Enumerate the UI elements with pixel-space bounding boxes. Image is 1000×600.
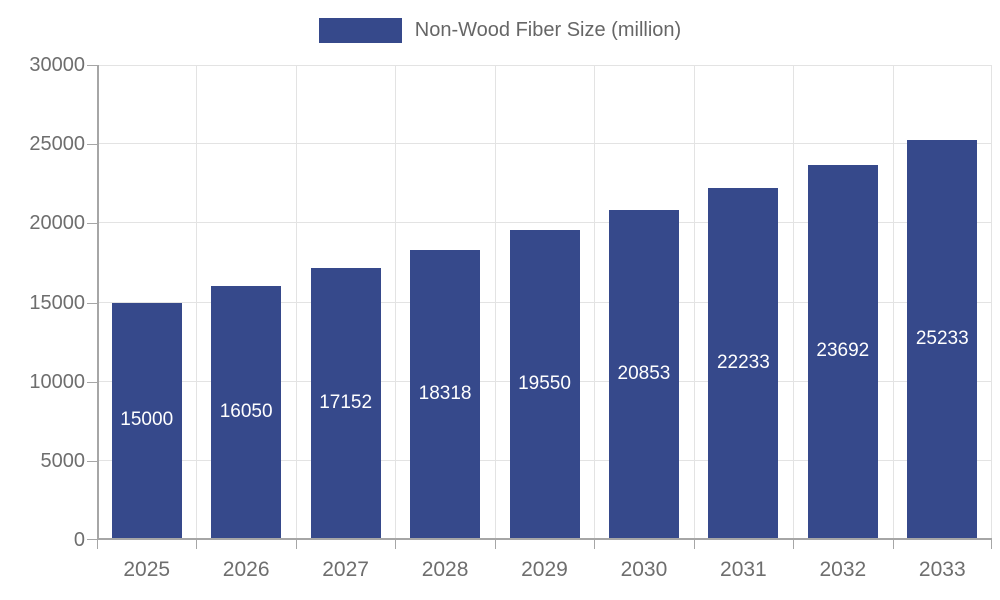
bar: 25233 <box>907 140 978 538</box>
x-axis-tick <box>395 540 397 549</box>
vertical-gridline <box>991 65 992 540</box>
x-axis-tick-label: 2026 <box>222 558 270 581</box>
y-axis-tick <box>87 65 97 66</box>
x-axis-tick-label: 2031 <box>720 558 767 581</box>
legend-swatch <box>318 17 402 43</box>
x-axis-tick <box>892 540 894 549</box>
legend: Non-Wood Fiber Size (million) <box>0 17 1000 43</box>
bar: 15000 <box>111 302 182 538</box>
x-axis-tick <box>494 540 496 549</box>
vertical-gridline <box>196 65 198 540</box>
vertical-gridline <box>295 65 297 540</box>
bar: 20853 <box>608 209 679 538</box>
vertical-gridline <box>693 65 695 540</box>
x-axis-tick <box>295 540 297 549</box>
plot-area: 0 5000 10000 15000 20000 25000 30000 2025 15000 2… <box>29 54 992 581</box>
y-axis-tick-label: 25000 <box>29 133 85 156</box>
vertical-gridline <box>594 65 596 540</box>
bar-value-label: 15000 <box>120 409 174 431</box>
legend-label: Non-Wood Fiber Size (million) <box>414 19 682 41</box>
vertical-gridline <box>793 65 795 540</box>
horizontal-gridline <box>97 143 992 145</box>
bar-value-label: 22233 <box>716 351 770 373</box>
x-axis-tick <box>196 540 198 549</box>
y-axis-tick <box>87 144 97 146</box>
x-axis-tick-label: 2025 <box>123 558 171 581</box>
bar-value-label: 25233 <box>915 328 969 350</box>
y-axis-tick <box>87 223 97 225</box>
y-axis-tick <box>87 302 97 304</box>
horizontal-gridline <box>97 222 992 224</box>
bar-value-label: 17152 <box>319 392 373 414</box>
x-axis-tick <box>991 540 992 549</box>
x-axis-tick-label: 2029 <box>521 558 568 581</box>
bar-value-label: 18318 <box>418 382 472 404</box>
x-axis-tick-label: 2033 <box>918 558 966 581</box>
y-axis-tick-label: 15000 <box>29 291 85 314</box>
horizontal-gridline <box>97 65 992 66</box>
y-axis-tick-label: 20000 <box>29 212 85 235</box>
x-axis-tick-label: 2030 <box>620 558 668 581</box>
y-axis-tick-label: 10000 <box>29 370 85 393</box>
bar-value-label: 20853 <box>617 362 671 384</box>
y-axis-tick-label: 5000 <box>40 449 86 472</box>
bar: 22233 <box>708 187 779 538</box>
x-axis-tick <box>97 540 98 549</box>
bar: 23692 <box>807 164 878 538</box>
x-axis-tick-label: 2028 <box>421 558 469 581</box>
y-axis-tick <box>87 460 97 462</box>
bar-value-label: 16050 <box>219 400 273 422</box>
bar: 16050 <box>211 285 282 538</box>
x-axis-tick <box>594 540 596 549</box>
bar: 19550 <box>509 230 580 538</box>
bar-value-label: 19550 <box>518 373 571 395</box>
vertical-gridline <box>494 65 496 540</box>
x-axis-line <box>97 538 992 540</box>
y-axis-tick-label: 30000 <box>29 54 85 76</box>
bar-value-label: 23692 <box>816 340 870 362</box>
vertical-gridline <box>395 65 397 540</box>
x-axis-tick-label: 2027 <box>322 558 369 581</box>
y-axis-tick-label: 0 <box>73 529 85 551</box>
x-axis-tick <box>793 540 795 549</box>
bar: 18318 <box>410 249 481 538</box>
y-axis-tick <box>87 539 97 540</box>
x-axis-tick <box>693 540 695 549</box>
y-axis-tick <box>87 381 97 383</box>
x-axis-tick-label: 2032 <box>819 558 867 581</box>
vertical-gridline <box>892 65 894 540</box>
bar: 17152 <box>310 268 381 538</box>
y-axis-line <box>97 65 99 540</box>
